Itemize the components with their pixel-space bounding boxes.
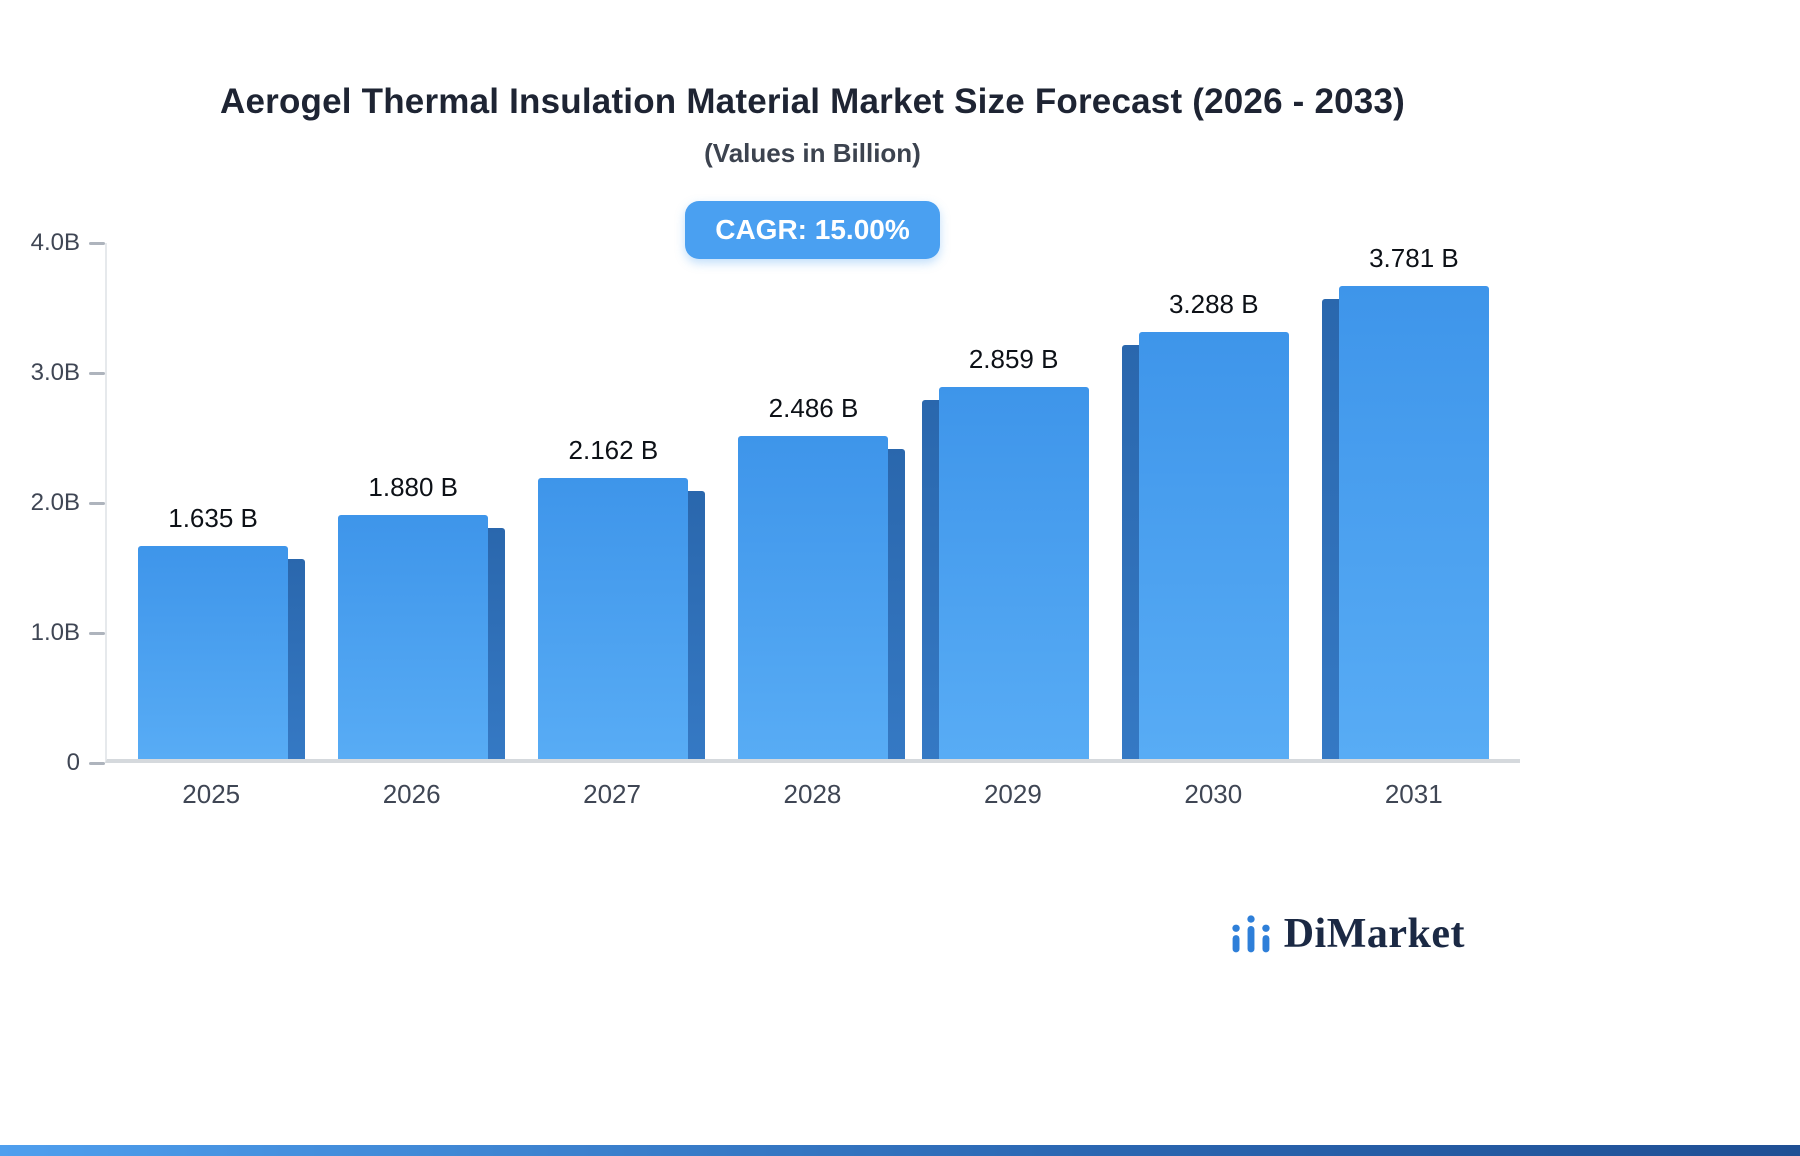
x-axis-label: 2030 <box>1184 779 1243 809</box>
bar-value-label: 2.162 B <box>568 435 659 465</box>
y-axis-tick-mark <box>89 371 105 375</box>
x-axis-label: 2031 <box>1384 779 1443 809</box>
y-axis-tick: 0 <box>67 749 105 777</box>
y-axis-tick: 3.0B <box>31 359 105 387</box>
x-axis: 2025 2026 2027 2028 2029 2030 2031 <box>105 779 1520 810</box>
dimarket-logo: DiMarket <box>1228 910 1465 958</box>
bar[interactable] <box>138 546 306 759</box>
bar[interactable] <box>1321 286 1489 759</box>
bar-chart: 0 1.0B 2.0B 3.0B 4.0B 1.635 B 1.880 B 2.162 B 2… <box>20 229 1520 776</box>
x-axis-label: 2025 <box>182 779 241 809</box>
y-axis-tick-label: 0 <box>66 749 80 776</box>
y-axis-tick-label: 2.0B <box>30 489 80 516</box>
cagr-badge: CAGR: 15.00% <box>685 201 940 259</box>
bar-group: 2.859 B <box>914 243 1114 759</box>
y-axis-tick-mark <box>89 761 105 765</box>
bar-3d-side <box>888 449 906 759</box>
y-axis-tick-mark <box>89 631 105 635</box>
x-axis-label: 2026 <box>382 779 441 809</box>
bar-3d-side <box>921 400 939 759</box>
bar-value-label: 3.288 B <box>1168 289 1259 319</box>
bar-3d-side <box>1121 345 1139 759</box>
y-axis-tick: 1.0B <box>31 619 105 647</box>
bar-value-label: 1.635 B <box>168 503 258 533</box>
bar-group: 3.781 B <box>1314 243 1514 759</box>
plot-area: 1.635 B 1.880 B 2.162 B 2.486 B 2.859 B 3.288… <box>105 243 1520 763</box>
bar-value-label: 1.880 B <box>368 472 459 502</box>
bar-group: 3.288 B <box>1114 243 1314 759</box>
y-axis: 0 1.0B 2.0B 3.0B 4.0B <box>20 229 105 776</box>
y-axis-tick-mark <box>89 501 105 505</box>
bar[interactable] <box>338 515 506 759</box>
bar[interactable] <box>538 478 706 759</box>
x-axis-label: 2027 <box>583 779 641 809</box>
bar-value-label: 2.486 B <box>768 393 859 423</box>
bar-3d-side <box>688 491 706 759</box>
bar-group: 1.880 B <box>313 243 513 759</box>
bar[interactable] <box>921 387 1089 759</box>
chart-title: Aerogel Thermal Insulation Material Mark… <box>220 82 1405 121</box>
bar-chart-icon <box>1232 915 1270 953</box>
bar-group: 1.635 B <box>113 243 313 759</box>
y-axis-tick-mark <box>89 241 105 245</box>
bar[interactable] <box>738 436 906 759</box>
bar-3d-side <box>1321 299 1339 759</box>
chart-header: Aerogel Thermal Insulation Material Mark… <box>105 0 1520 259</box>
bar[interactable] <box>1121 332 1289 759</box>
bar-group: 2.162 B <box>513 243 713 759</box>
y-axis-tick: 4.0B <box>31 229 105 257</box>
chart-subtitle: (Values in Billion) <box>704 138 921 168</box>
dimarket-logo-text: DiMarket <box>1283 911 1465 957</box>
bar-3d-side <box>288 559 306 759</box>
x-axis-label: 2028 <box>783 779 842 809</box>
bar-value-label: 3.781 B <box>1369 243 1459 273</box>
x-axis-label: 2029 <box>983 779 1042 809</box>
bar-value-label: 2.859 B <box>968 344 1059 374</box>
bottom-accent-bar <box>0 1145 1800 1156</box>
y-axis-tick-label: 4.0B <box>30 229 80 256</box>
y-axis-tick: 2.0B <box>31 489 105 517</box>
y-axis-tick-label: 1.0B <box>30 619 80 646</box>
y-axis-tick-label: 3.0B <box>30 359 80 386</box>
bar-3d-side <box>488 528 506 759</box>
bar-group: 2.486 B <box>713 243 913 759</box>
